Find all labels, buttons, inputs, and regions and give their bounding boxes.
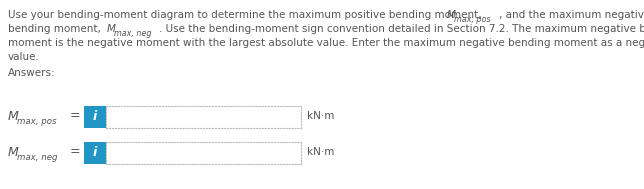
Text: i: i [93, 111, 97, 123]
Text: M: M [447, 10, 456, 20]
Text: M: M [8, 146, 19, 159]
Text: Use your bending-moment diagram to determine the maximum positive bending moment: Use your bending-moment diagram to deter… [8, 10, 485, 20]
Text: . Use the bending-moment sign convention detailed in Section 7.2. The maximum ne: . Use the bending-moment sign convention… [159, 24, 644, 34]
Text: bending moment,: bending moment, [8, 24, 104, 34]
Text: moment is the negative moment with the largest absolute value. Enter the maximum: moment is the negative moment with the l… [8, 38, 644, 48]
Text: max, pos: max, pos [17, 116, 57, 125]
Text: kN·m: kN·m [307, 147, 334, 157]
Text: Answers:: Answers: [8, 68, 55, 78]
Text: max, neg: max, neg [114, 29, 151, 38]
Text: value.: value. [8, 52, 40, 62]
Text: =: = [70, 109, 80, 122]
Text: , and the maximum negative: , and the maximum negative [499, 10, 644, 20]
Text: M: M [8, 109, 19, 122]
Text: M: M [107, 24, 116, 34]
Text: max, neg: max, neg [17, 153, 57, 161]
Text: =: = [70, 146, 80, 159]
Text: i: i [93, 146, 97, 160]
Text: kN·m: kN·m [307, 111, 334, 121]
Text: max, pos: max, pos [454, 15, 491, 24]
